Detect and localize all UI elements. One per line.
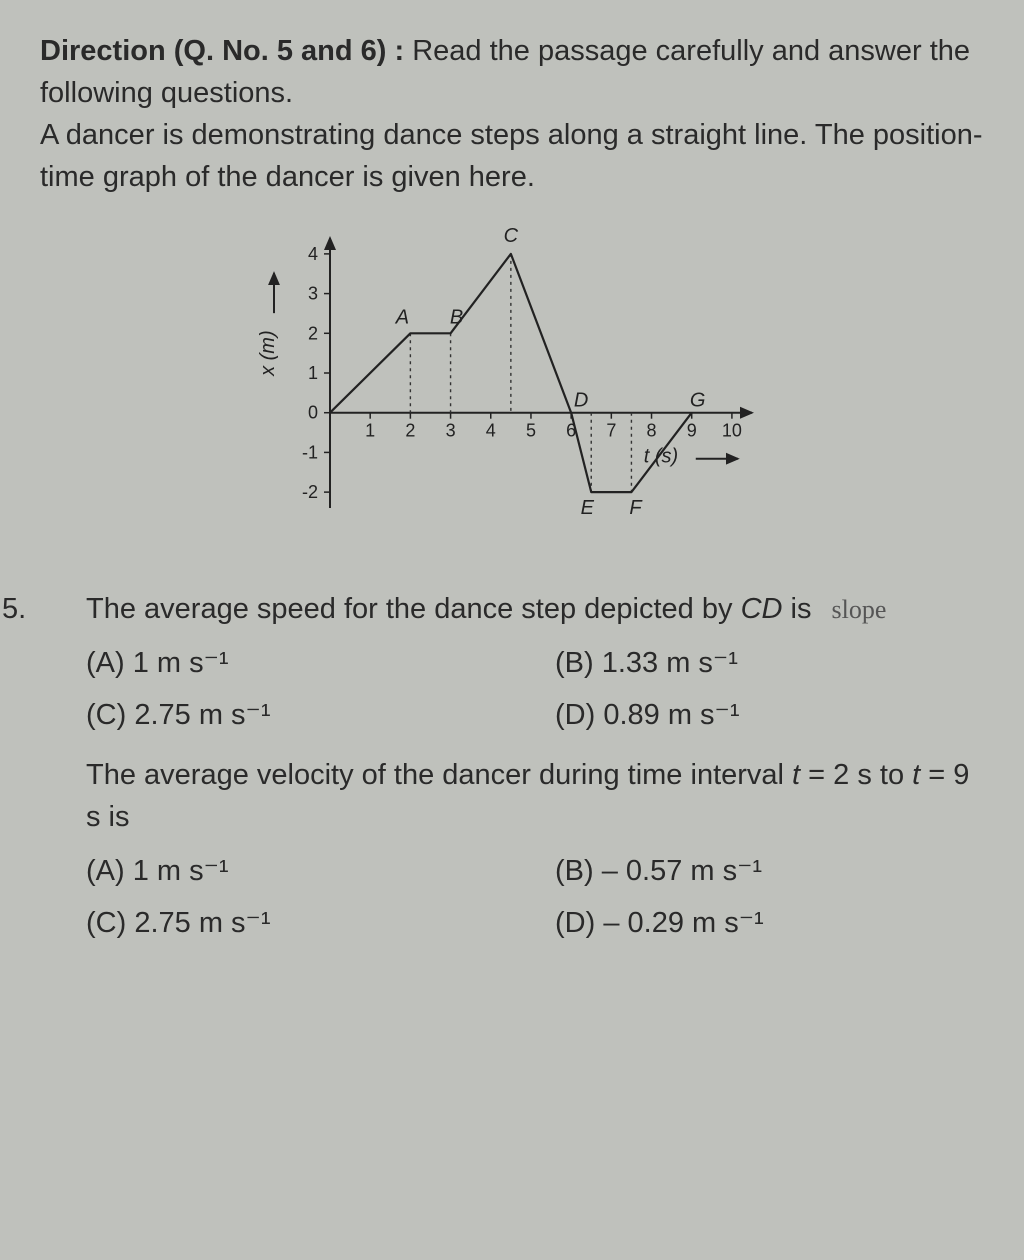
q6-option-b[interactable]: (B) – 0.57 m s⁻¹ [555, 850, 984, 892]
svg-text:D: D [574, 390, 588, 412]
question-number-5: 5. [2, 588, 26, 630]
svg-text:E: E [581, 497, 595, 519]
svg-text:-1: -1 [302, 443, 318, 463]
svg-text:F: F [629, 497, 643, 519]
question-5: 5. The average speed for the dance step … [40, 588, 984, 736]
q5-option-b[interactable]: (B) 1.33 m s⁻¹ [555, 642, 984, 684]
svg-text:1: 1 [365, 421, 375, 441]
q6-options: (A) 1 m s⁻¹ (B) – 0.57 m s⁻¹ (C) 2.75 m … [86, 850, 984, 944]
passage-body: A dancer is demonstrating dance steps al… [40, 119, 983, 193]
svg-text:9: 9 [687, 421, 697, 441]
svg-text:5: 5 [526, 421, 536, 441]
q5-option-a[interactable]: (A) 1 m s⁻¹ [86, 642, 515, 684]
svg-text:G: G [690, 390, 706, 412]
svg-text:8: 8 [647, 421, 657, 441]
svg-text:10: 10 [722, 421, 742, 441]
svg-text:A: A [395, 306, 409, 328]
svg-text:4: 4 [308, 244, 318, 264]
q6-eq1: = 2 s to [800, 759, 912, 791]
svg-text:3: 3 [446, 421, 456, 441]
position-time-chart: -2-10123412345678910ABCDEFGx (m)t (s) [252, 218, 772, 558]
chart-container: -2-10123412345678910ABCDEFGx (m)t (s) [40, 218, 984, 558]
svg-text:t (s): t (s) [644, 446, 678, 468]
svg-text:7: 7 [606, 421, 616, 441]
q6-t1: t [792, 759, 800, 791]
svg-text:1: 1 [308, 363, 318, 383]
direction-label: Direction (Q. No. 5 and 6) : [40, 35, 404, 67]
handwritten-note: slope [832, 595, 887, 624]
question-6: The average velocity of the dancer durin… [40, 754, 984, 944]
svg-text:B: B [450, 306, 463, 328]
q5-text-pre: The average speed for the dance step dep… [86, 593, 741, 625]
q5-options: (A) 1 m s⁻¹ (B) 1.33 m s⁻¹ (C) 2.75 m s⁻… [86, 642, 984, 736]
svg-text:4: 4 [486, 421, 496, 441]
q6-option-a[interactable]: (A) 1 m s⁻¹ [86, 850, 515, 892]
svg-text:3: 3 [308, 284, 318, 304]
svg-text:x (m): x (m) [257, 331, 279, 378]
direction-passage: Direction (Q. No. 5 and 6) : Read the pa… [40, 30, 984, 198]
q6-option-c[interactable]: (C) 2.75 m s⁻¹ [86, 902, 515, 944]
q6-t2: t [912, 759, 920, 791]
q5-text-post: is [782, 593, 811, 625]
svg-text:0: 0 [308, 403, 318, 423]
svg-text:-2: -2 [302, 482, 318, 502]
q6-option-d[interactable]: (D) – 0.29 m s⁻¹ [555, 902, 984, 944]
svg-text:2: 2 [405, 421, 415, 441]
q6-text-pre: The average velocity of the dancer durin… [86, 759, 792, 791]
q5-option-d[interactable]: (D) 0.89 m s⁻¹ [555, 694, 984, 736]
q5-option-c[interactable]: (C) 2.75 m s⁻¹ [86, 694, 515, 736]
svg-text:C: C [504, 225, 519, 247]
svg-text:2: 2 [308, 323, 318, 343]
q5-cd: CD [741, 593, 783, 625]
